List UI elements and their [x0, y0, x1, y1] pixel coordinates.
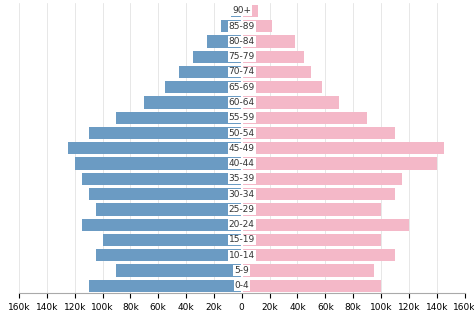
Bar [179, 66, 242, 78]
Bar [242, 142, 444, 155]
Bar [82, 173, 242, 185]
Bar [242, 218, 409, 231]
Text: 20-24: 20-24 [229, 220, 255, 229]
Text: 80-84: 80-84 [228, 37, 255, 46]
Bar [117, 112, 242, 124]
Bar [82, 218, 242, 231]
Bar [242, 112, 367, 124]
Bar [117, 264, 242, 276]
Text: 25-29: 25-29 [229, 205, 255, 214]
Bar [242, 203, 381, 215]
Bar [89, 127, 242, 139]
Bar [242, 173, 402, 185]
Text: 0-4: 0-4 [235, 281, 249, 290]
Bar [96, 249, 242, 261]
Bar [242, 234, 381, 246]
Bar [242, 264, 374, 276]
Bar [242, 20, 273, 32]
Bar [242, 51, 304, 63]
Bar [242, 96, 339, 109]
Bar [144, 96, 242, 109]
Bar [242, 35, 295, 48]
Text: 40-44: 40-44 [229, 159, 255, 168]
Text: 70-74: 70-74 [228, 67, 255, 77]
Bar [96, 203, 242, 215]
Text: 90+: 90+ [232, 7, 251, 15]
Bar [242, 157, 437, 170]
Text: 75-79: 75-79 [228, 52, 255, 61]
Text: 45-49: 45-49 [229, 144, 255, 153]
Bar [102, 234, 242, 246]
Text: 15-19: 15-19 [228, 235, 255, 244]
Bar [242, 5, 258, 17]
Bar [165, 81, 242, 93]
Text: 50-54: 50-54 [228, 128, 255, 138]
Bar [89, 280, 242, 292]
Bar [221, 20, 242, 32]
Text: 35-39: 35-39 [228, 174, 255, 183]
Bar [242, 188, 395, 200]
Text: 85-89: 85-89 [228, 22, 255, 31]
Bar [230, 5, 242, 17]
Bar [68, 142, 242, 155]
Text: 65-69: 65-69 [228, 83, 255, 92]
Text: 60-64: 60-64 [228, 98, 255, 107]
Bar [207, 35, 242, 48]
Bar [89, 188, 242, 200]
Text: 55-59: 55-59 [228, 113, 255, 122]
Bar [242, 280, 381, 292]
Text: 5-9: 5-9 [234, 266, 249, 275]
Bar [242, 81, 322, 93]
Bar [75, 157, 242, 170]
Bar [242, 66, 311, 78]
Bar [242, 127, 395, 139]
Bar [242, 249, 395, 261]
Text: 30-34: 30-34 [228, 190, 255, 199]
Bar [193, 51, 242, 63]
Text: 10-14: 10-14 [228, 251, 255, 260]
